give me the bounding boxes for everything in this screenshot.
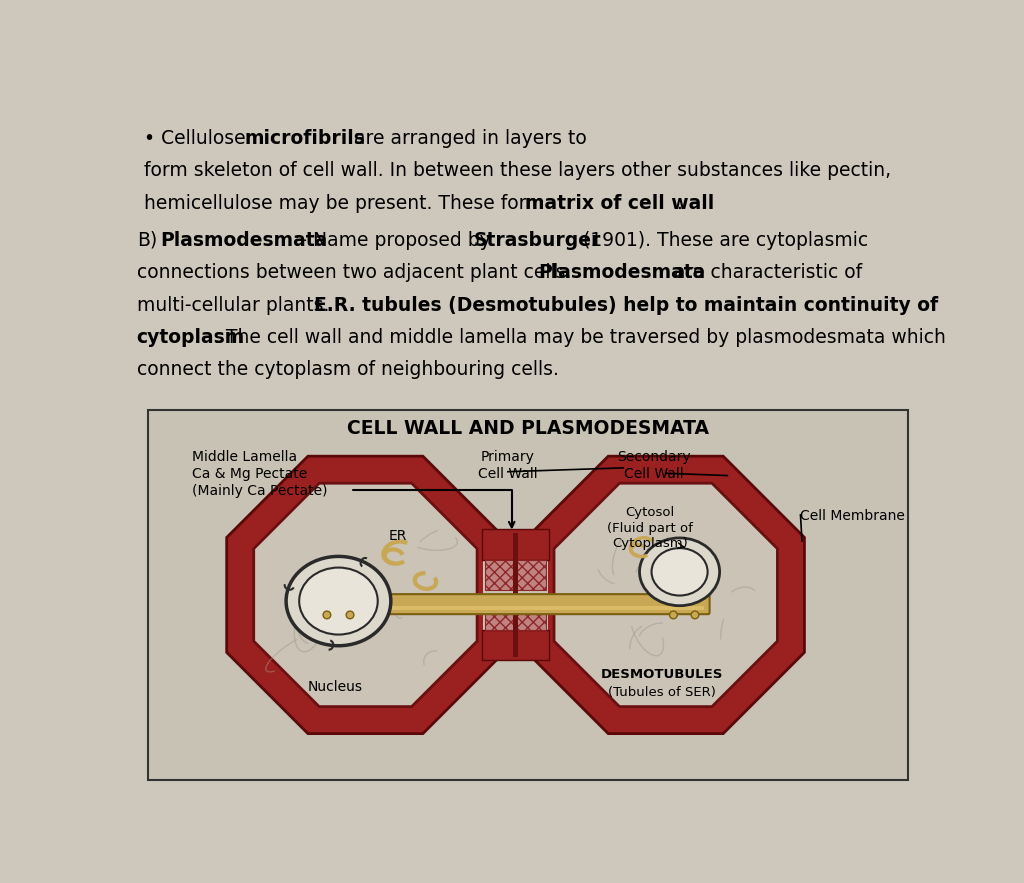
Text: Secondary: Secondary bbox=[617, 450, 691, 464]
Text: Cell Wall: Cell Wall bbox=[625, 467, 684, 481]
Text: hemicellulose may be present. These form: hemicellulose may be present. These form bbox=[144, 193, 551, 213]
Polygon shape bbox=[527, 457, 805, 734]
Bar bbox=[483, 560, 548, 630]
Text: (1901). These are cytoplasmic: (1901). These are cytoplasmic bbox=[578, 231, 868, 250]
Bar bbox=[481, 530, 550, 560]
Text: ER: ER bbox=[388, 529, 407, 542]
Text: . The cell wall and middle lamella may be traversed by plasmodesmata which: . The cell wall and middle lamella may b… bbox=[214, 328, 945, 347]
Ellipse shape bbox=[323, 611, 331, 619]
Bar bbox=[513, 533, 518, 656]
Ellipse shape bbox=[286, 556, 391, 645]
Text: cytoplasm: cytoplasm bbox=[137, 328, 245, 347]
Text: are arranged in layers to: are arranged in layers to bbox=[348, 129, 587, 148]
Text: multi-cellular plants.: multi-cellular plants. bbox=[137, 296, 335, 314]
Text: :- Name proposed by: :- Name proposed by bbox=[289, 231, 498, 250]
Text: Strasburger: Strasburger bbox=[474, 231, 601, 250]
Ellipse shape bbox=[691, 611, 698, 619]
Text: B): B) bbox=[137, 231, 157, 250]
Ellipse shape bbox=[299, 568, 378, 635]
Text: (Mainly Ca Pectate): (Mainly Ca Pectate) bbox=[193, 484, 328, 498]
Text: connect the cytoplasm of neighbouring cells.: connect the cytoplasm of neighbouring ce… bbox=[137, 360, 559, 380]
Text: CELL WALL AND PLASMODESMATA: CELL WALL AND PLASMODESMATA bbox=[347, 419, 709, 438]
Text: DESMOTUBULES: DESMOTUBULES bbox=[601, 668, 723, 681]
Ellipse shape bbox=[651, 548, 708, 595]
Text: are characteristic of: are characteristic of bbox=[668, 263, 862, 283]
Bar bbox=[484, 600, 547, 630]
Ellipse shape bbox=[346, 611, 354, 619]
Bar bbox=[323, 607, 705, 610]
Text: Middle Lamella: Middle Lamella bbox=[193, 450, 297, 464]
FancyBboxPatch shape bbox=[317, 594, 710, 615]
Text: (Fluid part of: (Fluid part of bbox=[607, 522, 693, 535]
Bar bbox=[484, 560, 547, 590]
Polygon shape bbox=[226, 457, 504, 734]
Text: form skeleton of cell wall. In between these layers other substances like pectin: form skeleton of cell wall. In between t… bbox=[144, 162, 892, 180]
Text: .: . bbox=[677, 193, 683, 213]
Text: Ca & Mg Pectate: Ca & Mg Pectate bbox=[193, 467, 307, 481]
Text: connections between two adjacent plant cells.: connections between two adjacent plant c… bbox=[137, 263, 578, 283]
Text: Nucleus: Nucleus bbox=[307, 680, 362, 694]
Polygon shape bbox=[254, 483, 477, 706]
Text: Plasmodesmata: Plasmodesmata bbox=[539, 263, 706, 283]
Text: Cell Wall: Cell Wall bbox=[478, 467, 538, 481]
Text: Cell Membrane: Cell Membrane bbox=[801, 509, 905, 523]
Text: Cytosol: Cytosol bbox=[626, 506, 675, 519]
Text: Plasmodesmata: Plasmodesmata bbox=[160, 231, 327, 250]
Bar bbox=[481, 630, 550, 660]
Text: Cytoplasm): Cytoplasm) bbox=[612, 537, 688, 550]
Text: matrix of cell wall: matrix of cell wall bbox=[524, 193, 714, 213]
Polygon shape bbox=[554, 483, 777, 706]
Bar bbox=[147, 410, 908, 780]
Text: Primary: Primary bbox=[481, 450, 535, 464]
Ellipse shape bbox=[640, 538, 720, 606]
Ellipse shape bbox=[670, 611, 677, 619]
Text: • Cellulose: • Cellulose bbox=[144, 129, 252, 148]
Text: (Tubules of SER): (Tubules of SER) bbox=[608, 686, 716, 698]
Text: microfibrils: microfibrils bbox=[245, 129, 366, 148]
Text: E.R. tubules (Desmotubules) help to maintain continuity of: E.R. tubules (Desmotubules) help to main… bbox=[313, 296, 938, 314]
